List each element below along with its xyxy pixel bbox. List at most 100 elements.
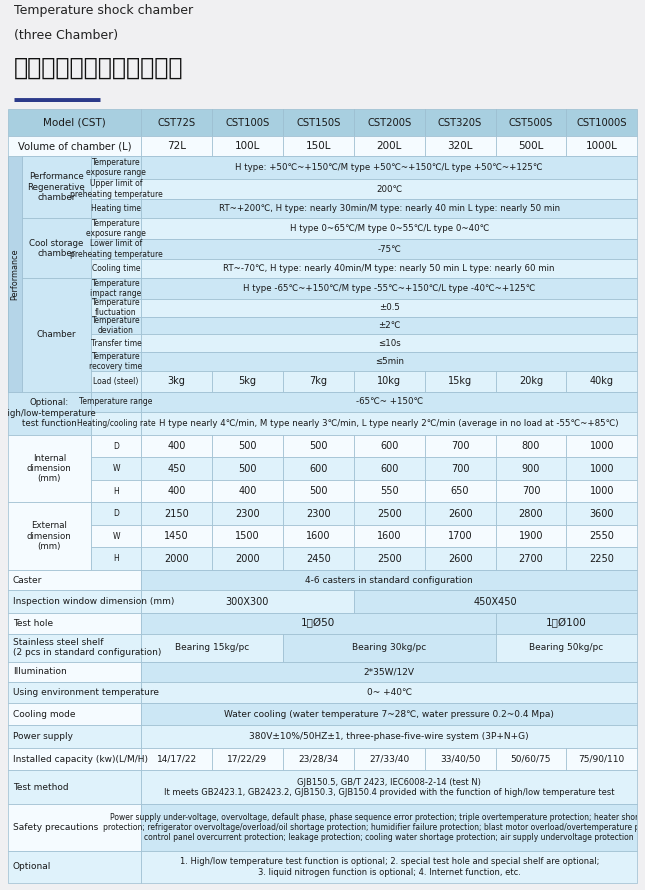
Text: Illumination: Illumination: [13, 668, 66, 676]
Bar: [212, 525, 283, 547]
Text: CST1000S: CST1000S: [577, 117, 627, 127]
Text: 50/60/75: 50/60/75: [511, 755, 551, 764]
Text: Temperature
exposure range: Temperature exposure range: [86, 219, 146, 239]
Bar: [8, 392, 91, 435]
Bar: [8, 109, 141, 135]
Text: 17/22/29: 17/22/29: [228, 755, 268, 764]
Text: 0~ +40℃: 0~ +40℃: [366, 688, 412, 697]
Text: 72L: 72L: [167, 141, 186, 151]
Bar: [141, 703, 637, 725]
Bar: [495, 502, 566, 525]
Text: 33/40/50: 33/40/50: [440, 755, 481, 764]
Bar: [91, 239, 141, 260]
Text: 7kg: 7kg: [310, 376, 328, 386]
Text: 2250: 2250: [590, 554, 614, 563]
Bar: [495, 547, 566, 570]
Bar: [424, 748, 495, 771]
Bar: [8, 851, 141, 883]
Bar: [91, 199, 141, 218]
Text: 2800: 2800: [519, 508, 543, 519]
Text: 1000: 1000: [590, 464, 614, 473]
Text: 800: 800: [522, 441, 540, 451]
Bar: [91, 299, 141, 317]
Bar: [354, 457, 424, 480]
Text: -75℃: -75℃: [377, 245, 401, 254]
Bar: [354, 502, 424, 525]
Text: CST72S: CST72S: [157, 117, 195, 127]
Text: 2000: 2000: [164, 554, 189, 563]
Bar: [283, 634, 495, 661]
Text: 380V±10%/50HZ±1, three-phase-five-wire system (3P+N+G): 380V±10%/50HZ±1, three-phase-five-wire s…: [250, 732, 529, 741]
Bar: [91, 317, 141, 335]
Text: 1450: 1450: [164, 531, 189, 541]
Bar: [424, 371, 495, 392]
Text: 40kg: 40kg: [590, 376, 614, 386]
Text: 3kg: 3kg: [168, 376, 186, 386]
Bar: [424, 135, 495, 157]
Bar: [566, 480, 637, 502]
Bar: [212, 435, 283, 457]
Bar: [283, 435, 354, 457]
Bar: [8, 157, 21, 392]
Text: 15kg: 15kg: [448, 376, 472, 386]
Bar: [354, 590, 637, 613]
Bar: [212, 547, 283, 570]
Text: Power supply: Power supply: [13, 732, 73, 741]
Text: H: H: [113, 487, 119, 496]
Text: 100L: 100L: [235, 141, 260, 151]
Bar: [91, 525, 141, 547]
Bar: [212, 371, 283, 392]
Bar: [141, 135, 212, 157]
Bar: [8, 613, 141, 634]
Text: W: W: [112, 531, 120, 540]
Text: 700: 700: [451, 441, 470, 451]
Bar: [283, 109, 354, 135]
Bar: [8, 157, 21, 392]
Bar: [354, 135, 424, 157]
Bar: [141, 725, 637, 748]
Bar: [141, 299, 637, 317]
Text: 23/28/34: 23/28/34: [298, 755, 339, 764]
Bar: [91, 412, 141, 435]
Bar: [141, 412, 637, 435]
Bar: [354, 547, 424, 570]
Text: Power supply under-voltage, overvoltage, default phase, phase sequence error pro: Power supply under-voltage, overvoltage,…: [103, 813, 645, 843]
Text: 27/33/40: 27/33/40: [369, 755, 410, 764]
Bar: [212, 109, 283, 135]
Bar: [495, 435, 566, 457]
Bar: [283, 547, 354, 570]
Text: 2500: 2500: [377, 508, 402, 519]
Bar: [91, 218, 141, 239]
Bar: [424, 435, 495, 457]
Text: 2*35W/12V: 2*35W/12V: [364, 668, 415, 676]
Text: D: D: [113, 509, 119, 518]
Text: Temperature
deviation: Temperature deviation: [92, 316, 141, 336]
Text: 1900: 1900: [519, 531, 543, 541]
Text: 75/90/110: 75/90/110: [579, 755, 625, 764]
Text: Load (steel): Load (steel): [94, 376, 139, 386]
Text: 10kg: 10kg: [377, 376, 401, 386]
Bar: [212, 502, 283, 525]
Text: 2300: 2300: [306, 508, 331, 519]
Bar: [141, 109, 212, 135]
Text: Test method: Test method: [13, 783, 68, 792]
Bar: [566, 457, 637, 480]
Bar: [91, 480, 141, 502]
Text: Temperature
exposure range: Temperature exposure range: [86, 158, 146, 177]
Text: 500: 500: [309, 486, 328, 496]
Text: H type nearly 4℃/min, M type nearly 3℃/min, L type nearly 2℃/min (average in no : H type nearly 4℃/min, M type nearly 3℃/m…: [159, 419, 619, 428]
Text: Lower limit of
preheating temperature: Lower limit of preheating temperature: [70, 239, 163, 259]
Text: Upper limit of
preheating temperature: Upper limit of preheating temperature: [70, 180, 163, 198]
Text: 2000: 2000: [235, 554, 260, 563]
Text: 2450: 2450: [306, 554, 331, 563]
Text: 1500: 1500: [235, 531, 260, 541]
Text: Cooling mode: Cooling mode: [13, 709, 75, 718]
Text: Temperature
impact range: Temperature impact range: [90, 279, 142, 298]
Bar: [141, 661, 637, 683]
Text: 150L: 150L: [306, 141, 331, 151]
Text: 200℃: 200℃: [376, 184, 402, 194]
Bar: [141, 392, 637, 412]
Bar: [566, 547, 637, 570]
Bar: [424, 109, 495, 135]
Bar: [91, 279, 141, 299]
